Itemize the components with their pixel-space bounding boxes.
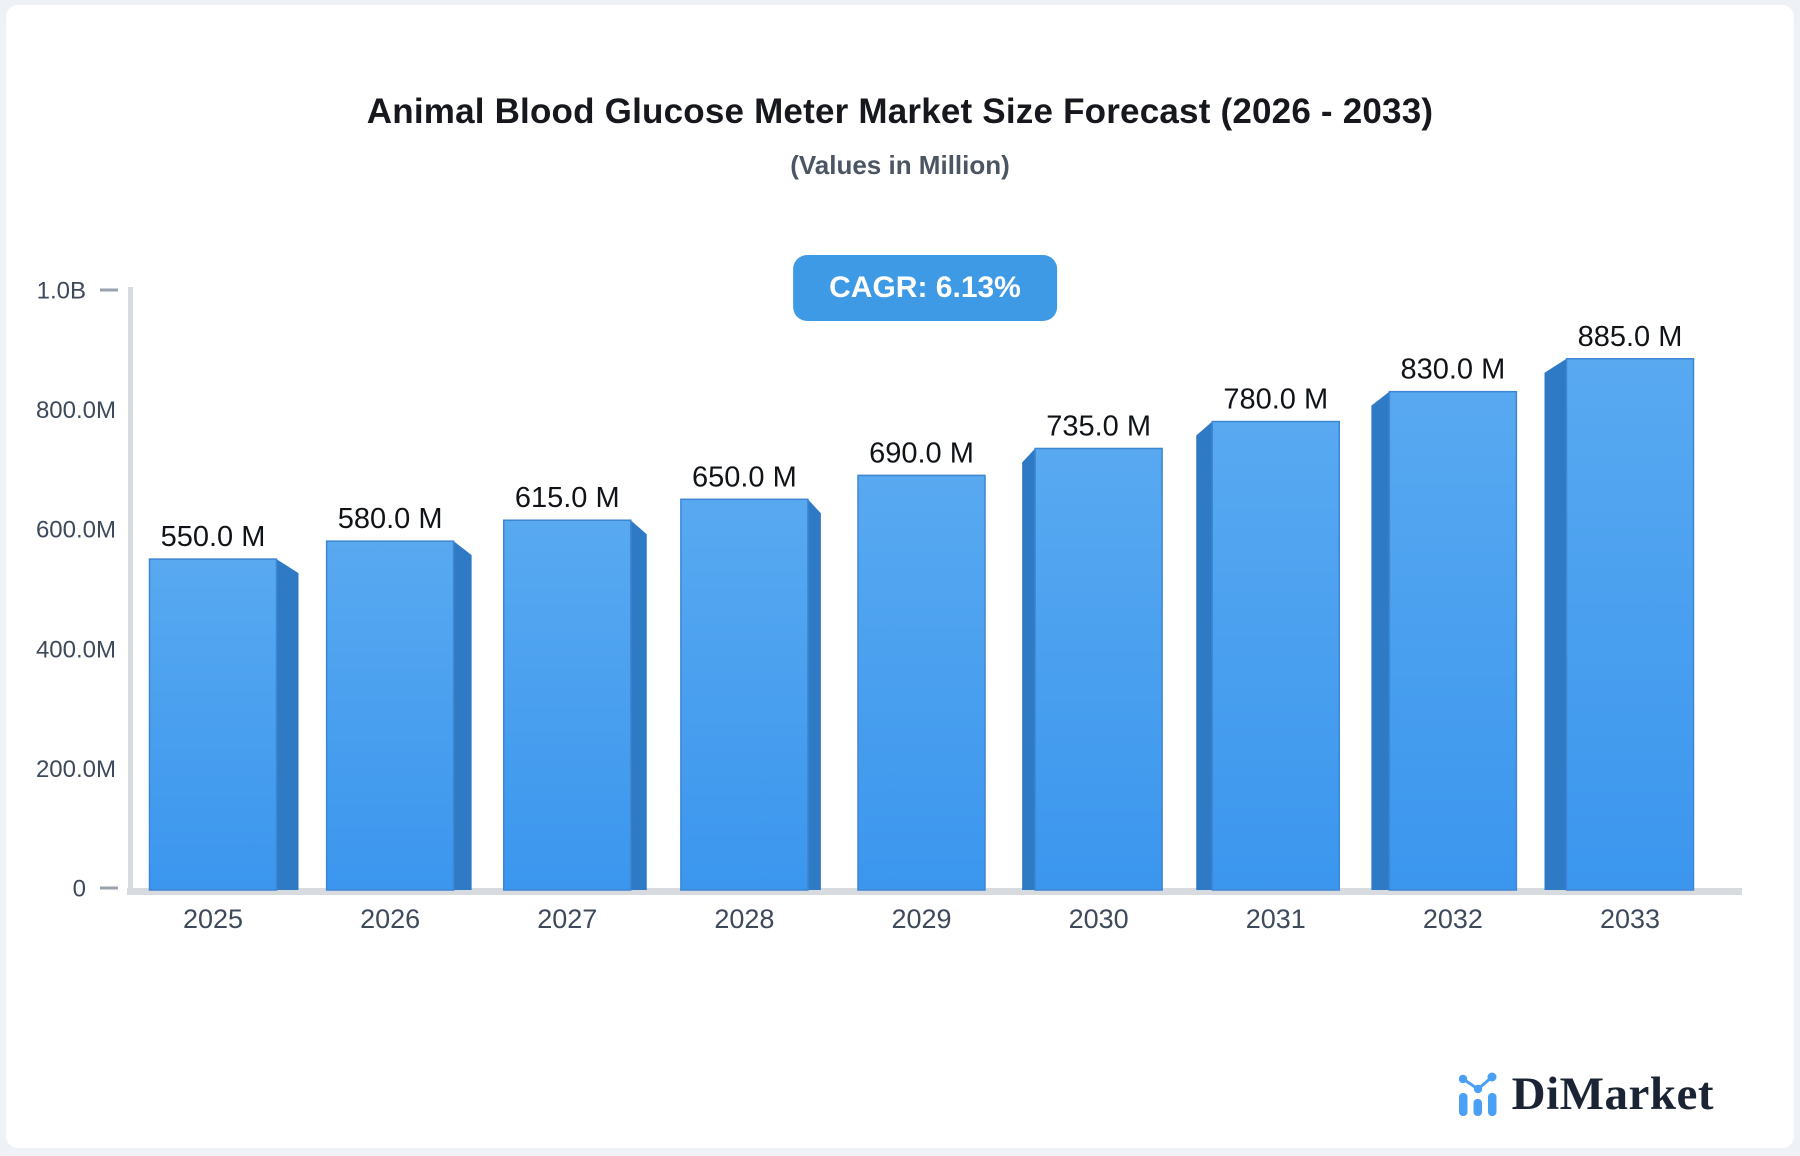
dimarket-logo-icon [1458,1072,1497,1116]
y-tick-dash [100,886,118,890]
y-tick-label: 800.0M [36,397,116,424]
bar-value-label-2025: 550.0 M [161,521,266,553]
x-axis-line [127,888,1742,895]
chart-title: Animal Blood Glucose Meter Market Size F… [366,92,1434,131]
bar-side-face-2032 [1371,391,1390,890]
bar-2033[interactable] [1565,358,1695,891]
bar-value-label-2026: 580.0 M [338,503,443,535]
bar-value-label-2029: 690.0 M [869,437,974,469]
y-tick-dash [100,288,118,292]
x-tick-label-2030: 2030 [1069,904,1129,934]
y-tick-label: 0 [73,876,86,903]
bar-value-label-2031: 780.0 M [1223,384,1328,416]
bar-value-label-2030: 735.0 M [1046,410,1151,442]
bar-2025[interactable] [148,558,278,891]
bar-2029[interactable] [857,474,986,891]
x-tick-label-2031: 2031 [1246,904,1306,934]
bar-2031[interactable] [1211,420,1340,891]
dimarket-logo-text: DiMarket [1511,1068,1714,1120]
bar-side-face-2033 [1544,358,1567,890]
y-tick-label: 200.0M [36,756,116,783]
bar-side-face-2030 [1022,448,1036,890]
bar-2027[interactable] [503,519,632,891]
bar-side-face-2028 [807,499,821,890]
x-tick-label-2028: 2028 [714,904,774,934]
x-tick-label-2027: 2027 [537,904,597,934]
bar-side-face-2027 [630,520,647,890]
x-tick-label-2026: 2026 [360,904,420,934]
bar-2030[interactable] [1034,447,1163,891]
bar-side-face-2025 [276,559,299,890]
bar-side-face-2026 [453,541,472,890]
y-tick-label: 600.0M [36,517,116,544]
y-tick-label: 1.0B [37,278,86,305]
x-tick-label-2033: 2033 [1600,904,1660,934]
bar-value-label-2027: 615.0 M [515,482,620,514]
bar-value-label-2033: 885.0 M [1578,321,1683,353]
x-tick-label-2029: 2029 [891,904,951,934]
bar-2028[interactable] [680,498,809,891]
x-tick-label-2032: 2032 [1423,904,1483,934]
bar-side-face-2031 [1196,421,1213,890]
cagr-badge: CAGR: 6.13% [793,255,1057,321]
dimarket-logo: DiMarket [1458,1068,1714,1120]
bar-2032[interactable] [1388,390,1518,891]
x-tick-label-2025: 2025 [183,904,243,934]
bar-value-label-2032: 830.0 M [1400,354,1505,386]
bar-value-label-2028: 650.0 M [692,461,797,493]
y-axis-line [128,287,133,893]
bar-2026[interactable] [325,540,455,891]
y-tick-label: 400.0M [36,636,116,663]
chart-subtitle: (Values in Million) [790,150,1010,180]
